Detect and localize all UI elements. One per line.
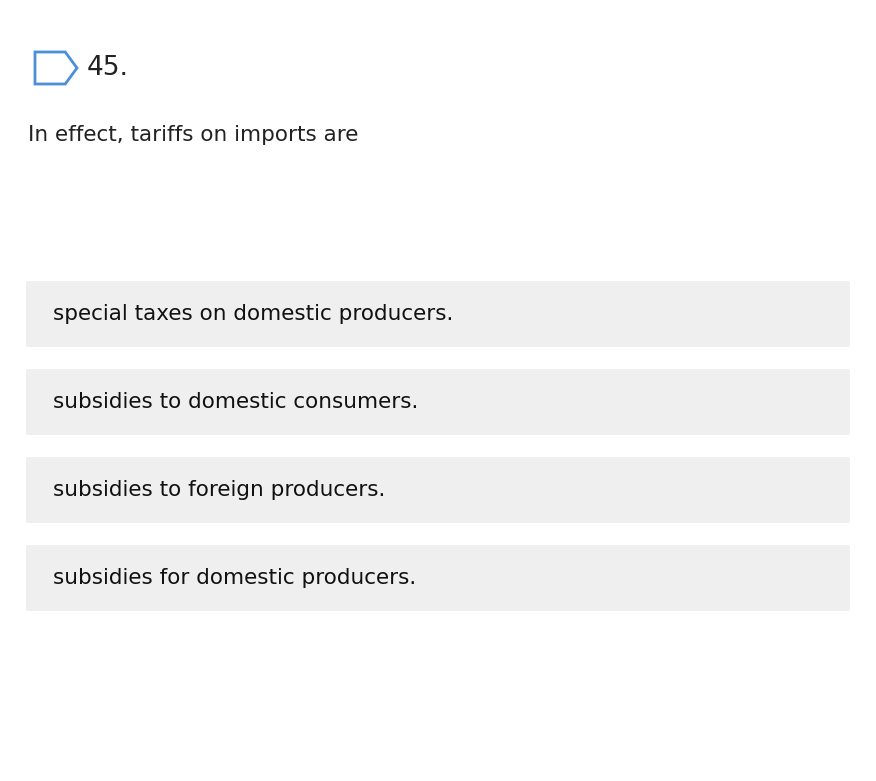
FancyBboxPatch shape	[26, 281, 850, 347]
Text: 45.: 45.	[87, 55, 129, 81]
Text: subsidies to foreign producers.: subsidies to foreign producers.	[53, 480, 385, 500]
FancyBboxPatch shape	[26, 369, 850, 435]
Text: subsidies for domestic producers.: subsidies for domestic producers.	[53, 568, 416, 588]
FancyBboxPatch shape	[26, 457, 850, 523]
Text: In effect, tariffs on imports are: In effect, tariffs on imports are	[28, 125, 358, 145]
Text: subsidies to domestic consumers.: subsidies to domestic consumers.	[53, 392, 419, 412]
FancyBboxPatch shape	[26, 545, 850, 611]
Text: special taxes on domestic producers.: special taxes on domestic producers.	[53, 304, 454, 324]
